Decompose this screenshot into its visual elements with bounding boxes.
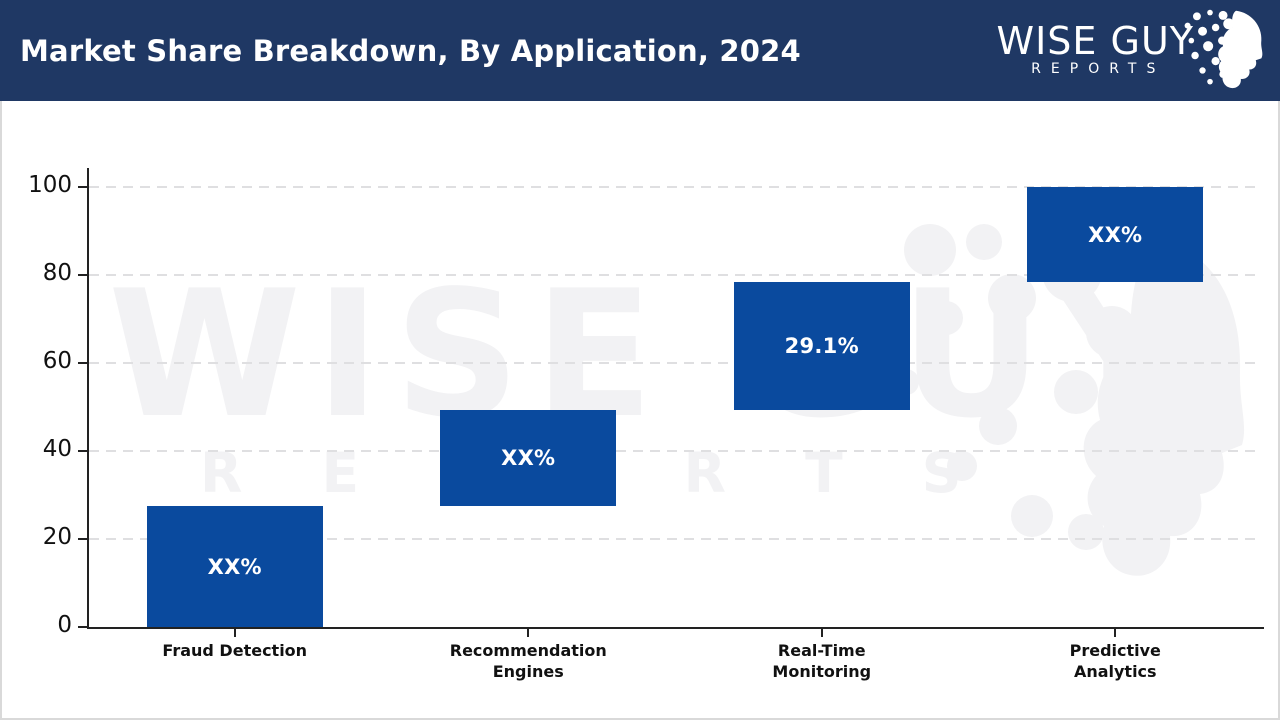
y-tick-mark-80 [78,274,87,276]
y-tick-label-60: 60 [42,348,72,374]
y-axis [87,168,89,629]
x-tick-mark-4 [1114,629,1117,637]
x-axis-label-2: Recommendation Engines [449,641,607,681]
bar-value-label-1: XX% [207,554,262,579]
wise-guy-logo: WISE GUY REPORTS [997,6,1266,92]
bar-value-label-4: XX% [1088,222,1143,247]
bar-segment-3: 29.1% [733,282,910,411]
y-tick-label-80: 80 [42,260,72,286]
gridline-60 [89,362,1262,364]
y-tick-label-0: 0 [57,612,72,638]
gridline-100 [89,186,1262,188]
y-tick-label-20: 20 [42,524,72,550]
watermark-face-icon [893,224,1245,576]
bar-value-label-3: 29.1% [784,334,859,359]
logo-wordmark: WISE GUY REPORTS [996,19,1194,77]
y-tick-mark-0 [78,626,87,628]
gridline-40 [89,450,1262,452]
bar-value-label-2: XX% [501,446,556,471]
bar-segment-4: XX% [1027,187,1204,283]
y-tick-mark-20 [78,538,87,540]
x-axis-label-1: Fraud Detection [162,641,308,660]
x-axis [87,627,1264,629]
gridline-80 [89,274,1262,276]
chart-title: Market Share Breakdown, By Application, … [20,33,801,68]
x-axis-label-4: Predictive Analytics [1069,641,1161,681]
logo-face-icon [1184,9,1263,89]
y-tick-mark-40 [78,450,87,452]
logo-wordmark-main: WISE GUY [996,19,1194,64]
bar-segment-2: XX% [440,410,617,507]
header-banner: Market Share Breakdown, By Application, … [0,0,1280,101]
x-axis-label-3: Real-Time Monitoring [772,641,872,681]
y-tick-label-40: 40 [42,436,72,462]
y-tick-mark-100 [78,186,87,188]
y-tick-mark-60 [78,362,87,364]
x-tick-mark-1 [233,629,236,637]
y-tick-label-100: 100 [28,172,72,198]
bar-segment-1: XX% [146,506,323,627]
gridline-20 [89,538,1262,540]
logo-wordmark-sub: REPORTS [1031,60,1166,77]
x-tick-mark-2 [527,629,530,637]
x-tick-mark-3 [820,629,823,637]
